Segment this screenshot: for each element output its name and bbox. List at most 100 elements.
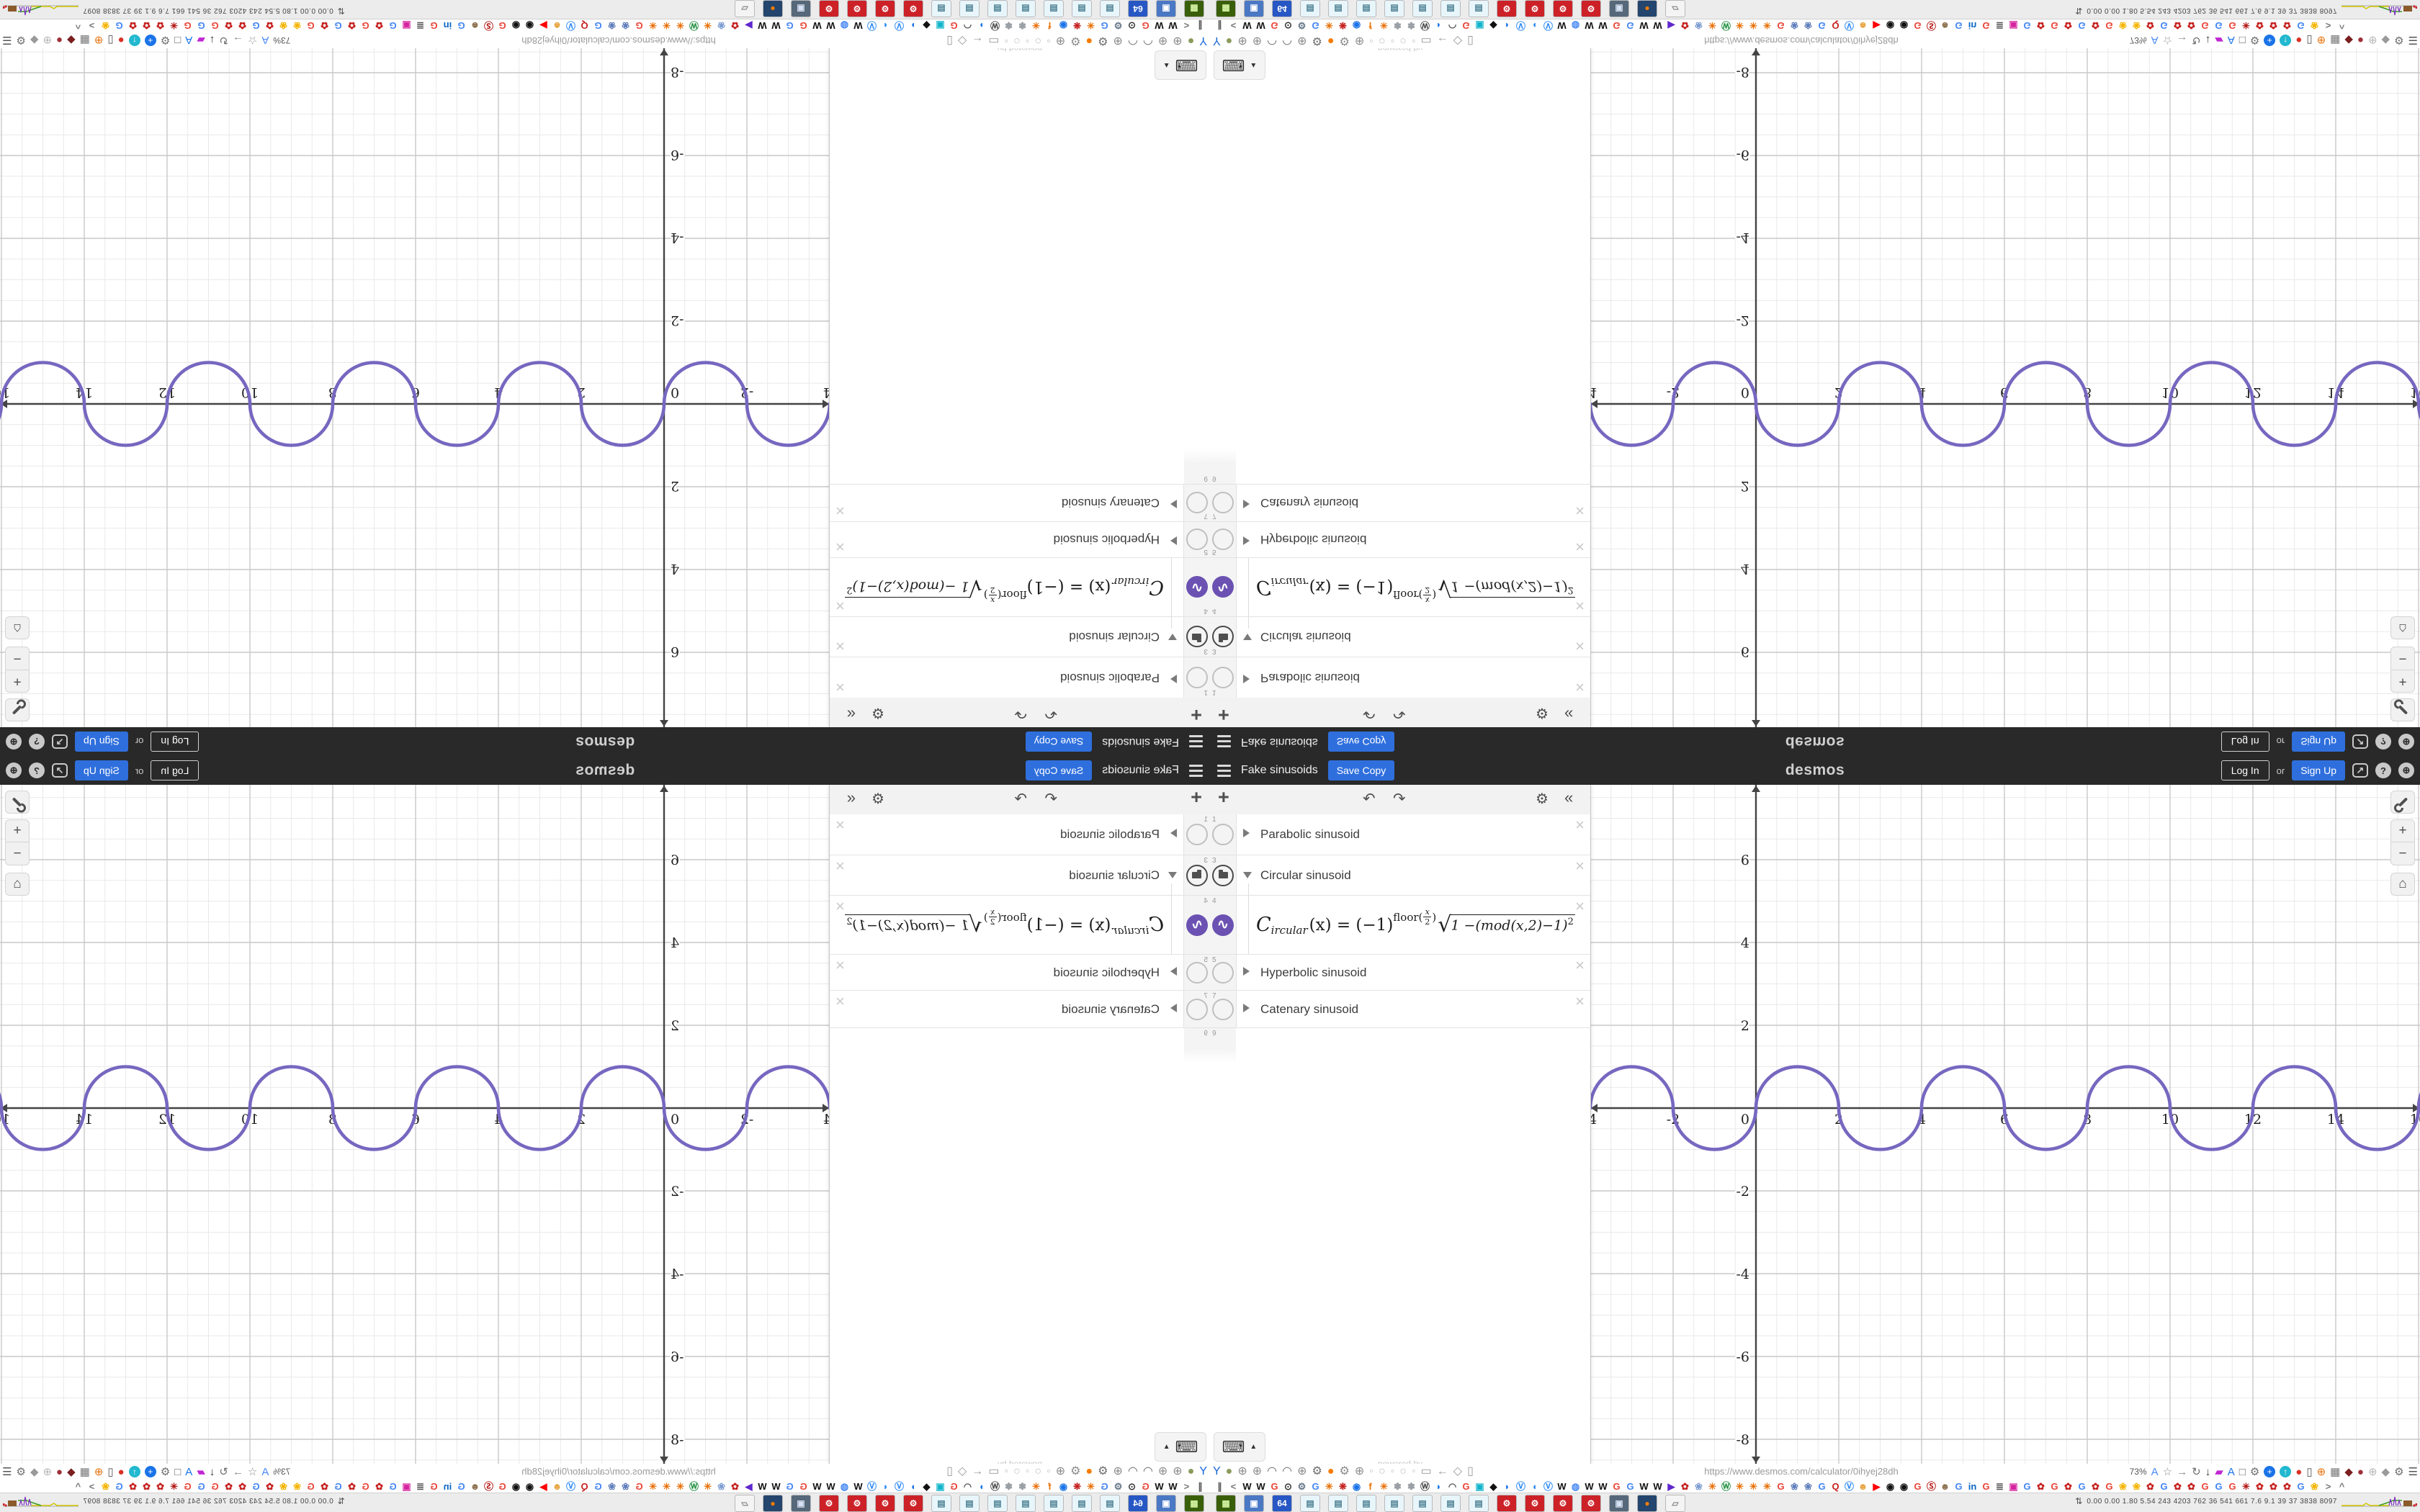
default-zoom-home-button[interactable]: ⌂ (2390, 873, 2415, 896)
save-copy-button[interactable]: Save Copy (1025, 760, 1093, 780)
expression-row-empty[interactable]: 9 (1210, 449, 1590, 484)
extension-icon[interactable]: Y (1199, 1465, 1207, 1477)
tab-favicon-icon[interactable]: G (252, 20, 260, 32)
extension-icon[interactable]: ◠ (1142, 35, 1153, 47)
tab-favicon-icon[interactable]: ◉ (1059, 1480, 1068, 1492)
tab-favicon-icon[interactable]: W (1585, 1480, 1594, 1492)
browser-toolbar-icon[interactable]: ⊕ (94, 34, 104, 47)
tab-favicon-icon[interactable]: G (1818, 20, 1826, 32)
signup-button[interactable]: Sign Up (2292, 760, 2345, 780)
folder-toggle-icon[interactable] (1186, 824, 1208, 845)
chevron-right-icon[interactable] (1243, 828, 1250, 841)
folder-title[interactable]: Parabolic sinusoid (1260, 827, 1360, 841)
extension-icon[interactable]: ◠ (1267, 35, 1278, 47)
tab-favicon-icon[interactable]: ≣ (1996, 20, 2004, 32)
tab-favicon-icon[interactable]: ❀ (293, 20, 301, 32)
tab-favicon-icon[interactable]: ✿ (2064, 20, 2072, 32)
delete-row-button[interactable]: × (1575, 857, 1585, 875)
expression-row-folder[interactable]: 1 Parabolic sinusoid × (1210, 814, 1590, 855)
tab-favicon-icon[interactable]: ☻ (1940, 20, 1950, 32)
tab-favicon-icon[interactable]: G (115, 1480, 123, 1492)
expression-row-empty[interactable]: 9 (830, 1028, 1210, 1063)
tab-favicon-icon[interactable]: in (1968, 1480, 1977, 1492)
circular-sinusoid-curve[interactable] (1590, 1065, 2420, 1151)
help-icon[interactable]: ? (29, 734, 45, 750)
tab-favicon-icon[interactable]: ▣ (402, 1480, 411, 1492)
folder-toggle-icon[interactable] (1186, 626, 1208, 648)
taskbar-app-icon[interactable]: ▤ (959, 1495, 980, 1512)
tab-favicon-icon[interactable]: ⚙ (1113, 1480, 1123, 1492)
tab-favicon-icon[interactable]: W (771, 1480, 781, 1492)
tab-favicon-icon[interactable]: ▣ (1475, 1480, 1484, 1492)
expression-row-folder[interactable]: 7 Catenary sinusoid × (1210, 991, 1590, 1028)
zoom-in-button[interactable]: + (2390, 819, 2415, 842)
folder-toggle-icon[interactable] (1186, 528, 1208, 551)
expression-row-math[interactable]: 4 ∿ C ircular (x) = (−1) floor ( x 2 ) √ … (1210, 896, 1590, 955)
browser-toolbar-icon[interactable]: ☰ (2408, 1465, 2418, 1478)
tab-favicon-icon[interactable]: ❀ (2133, 20, 2141, 32)
tab-favicon-icon[interactable]: ▣ (2009, 20, 2018, 32)
folder-title[interactable]: Parabolic sinusoid (1260, 671, 1360, 685)
browser-toolbar-icon[interactable]: ▯ (2306, 1465, 2313, 1478)
circular-sinusoid-curve[interactable] (0, 361, 830, 447)
expression-row-math[interactable]: 4 ∿ C ircular (x) = (−1) floor ( x 2 ) √ … (830, 557, 1210, 616)
taskbar-app-icon[interactable]: ⚙ (847, 1495, 867, 1512)
extension-icon[interactable]: Y (1213, 1465, 1221, 1477)
tab-favicon-icon[interactable]: ⚙ (1297, 1480, 1307, 1492)
browser-toolbar-icon[interactable]: → (2177, 1465, 2188, 1478)
graph-paper[interactable]: -4-20246810121416642-2-4-6-8 + − ⌂ (0, 785, 830, 1464)
tab-favicon-icon[interactable]: ✿ (225, 1480, 233, 1492)
extension-icon[interactable]: ● (1225, 35, 1233, 47)
tab-favicon-icon[interactable]: ✿ (2187, 20, 2195, 32)
extension-icon[interactable]: ● (1085, 35, 1093, 47)
expression-row-folder[interactable]: 5 Hyperbolic sinusoid × (830, 955, 1210, 991)
tab-favicon-icon[interactable]: ❀ (102, 20, 109, 32)
taskbar-app-icon[interactable]: ▤ (1072, 0, 1092, 17)
extension-icon[interactable]: ○ (1013, 35, 1021, 47)
extension-icon[interactable]: ← (1436, 1465, 1448, 1477)
folder-toggle-icon[interactable] (1212, 998, 1234, 1020)
extension-icon[interactable]: ▭ (988, 35, 1000, 47)
tab-favicon-icon[interactable]: ❀ (2311, 1480, 2318, 1492)
tab-favicon-icon[interactable]: ▣ (2009, 1480, 2018, 1492)
tab-favicon-icon[interactable]: W (1155, 20, 1164, 32)
tab-favicon-icon[interactable]: ◉ (1899, 20, 1909, 32)
tab-favicon-icon[interactable]: ✿ (143, 1480, 151, 1492)
tab-favicon-icon[interactable]: f (1048, 1480, 1052, 1492)
chevron-down-icon[interactable] (1168, 631, 1177, 644)
tab-favicon-icon[interactable]: Ⓥ (867, 1480, 877, 1492)
tab-favicon-icon[interactable]: ✿ (2283, 1480, 2291, 1492)
chevron-right-icon[interactable] (1243, 1003, 1250, 1016)
tab-favicon-icon[interactable]: G (430, 1480, 438, 1492)
tab-favicon-icon[interactable]: W (1168, 20, 1178, 32)
tab-favicon-icon[interactable]: ✽ (1005, 1480, 1013, 1492)
row-gutter[interactable]: 4 ∿ (1210, 896, 1237, 954)
tab-favicon-icon[interactable]: ▶ (539, 1480, 547, 1492)
tab-favicon-icon[interactable]: G (362, 20, 369, 32)
graph-paper[interactable]: -4-20246810121416642-2-4-6-8 + − ⌂ (0, 48, 830, 727)
keyboard-toggle-button[interactable]: ⌨ ▲ (1214, 50, 1265, 80)
tab-favicon-icon[interactable]: G (2105, 1480, 2113, 1492)
browser-toolbar-icon[interactable]: + (2264, 35, 2276, 46)
browser-toolbar-icon[interactable]: ☆ (247, 34, 258, 47)
browser-toolbar-icon[interactable]: ⚙ (16, 1465, 26, 1478)
taskbar-app-icon[interactable]: ▤ (1100, 0, 1120, 17)
taskbar-app-icon[interactable]: ⚙ (903, 1495, 923, 1512)
tab-favicon-icon[interactable]: ⊙ (1284, 1480, 1292, 1492)
expression-row-folder[interactable]: 5 Hyperbolic sinusoid × (1210, 521, 1590, 557)
tab-favicon-icon[interactable]: ✿ (2064, 1480, 2072, 1492)
taskbar-app-icon[interactable]: ▤ (931, 1495, 951, 1512)
extension-icon[interactable]: ⊕ (1173, 35, 1183, 47)
curve-style-icon[interactable]: ∿ (1212, 576, 1234, 598)
tab-favicon-icon[interactable]: ✽ (1407, 20, 1415, 32)
extension-icon[interactable]: ⊕ (1297, 1465, 1307, 1477)
keyboard-toggle-button[interactable]: ⌨ ▲ (1155, 50, 1206, 80)
tab-favicon-icon[interactable]: ✳ (1736, 20, 1744, 32)
tab-favicon-icon[interactable]: G (115, 20, 123, 32)
tab-favicon-icon[interactable]: ◆ (1489, 20, 1497, 32)
taskbar-app-icon[interactable]: ▤ (987, 0, 1008, 17)
taskbar-app-icon[interactable]: ▤ (1328, 1495, 1348, 1512)
browser-toolbar-icon[interactable]: ● (2295, 1465, 2303, 1478)
tab-favicon-icon[interactable]: G (1142, 20, 1150, 32)
tab-favicon-icon[interactable]: Ⓥ (566, 20, 576, 32)
